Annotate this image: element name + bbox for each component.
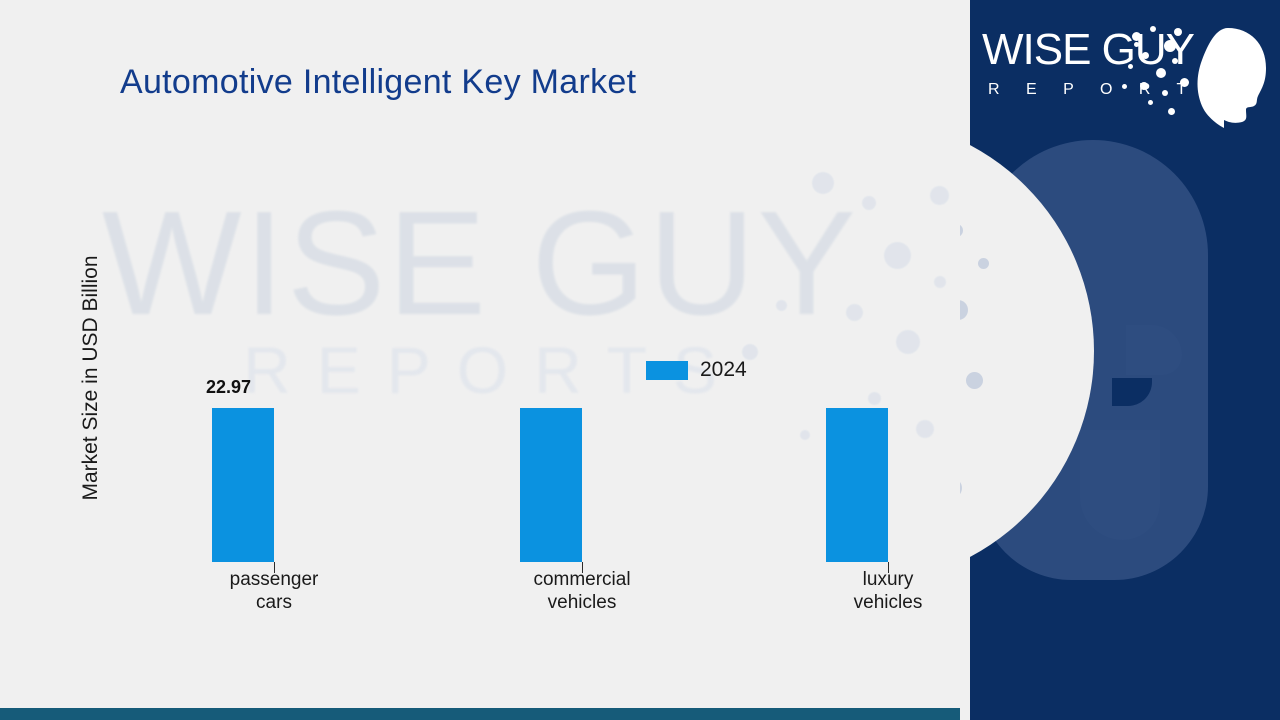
y-axis-title: Market Size in USD Billion: [79, 255, 102, 501]
category-label-1-line2: cars: [256, 592, 292, 614]
bar-group-2: [520, 150, 583, 573]
chart-title: Automotive Intelligent Key Market: [120, 62, 637, 101]
plot-area: 22.97: [110, 150, 940, 573]
category-label-3: luxury vehicles: [798, 568, 960, 614]
x-tick-2: [582, 562, 583, 573]
category-label-3-line1: luxury: [862, 569, 914, 590]
chart-panel: WISE GUY REPORTS Automotive Intelligent …: [0, 62, 960, 720]
x-tick-1: [274, 562, 275, 573]
bar-value-label-1: 22.97: [206, 377, 252, 397]
bar-group-1: 22.97: [206, 150, 275, 573]
bar-group-3: [826, 150, 889, 573]
category-label-3-line2: vehicles: [853, 592, 923, 614]
brain-head-icon: [1122, 24, 1274, 132]
brand-logo-name: WISE GUY: [982, 25, 1195, 74]
legend-swatch-2024: [646, 360, 688, 380]
category-label-2-line2: vehicles: [547, 592, 617, 614]
chart-legend[interactable]: 2024: [646, 358, 747, 382]
category-label-2: commercial vehicles: [492, 568, 672, 614]
category-label-1-line1: passenger: [229, 569, 319, 590]
bar-2[interactable]: [520, 408, 582, 562]
category-label-1: passenger cars: [184, 568, 364, 614]
legend-label-2024: 2024: [700, 358, 747, 381]
brand-panel: WISE GUY R E P O R T S: [960, 0, 1280, 720]
x-tick-3: [888, 562, 889, 573]
bar-3[interactable]: [826, 408, 888, 562]
category-label-2-line1: commercial: [533, 569, 631, 590]
bar-1[interactable]: [212, 408, 274, 562]
brand-logo: WISE GUY R E P O R T S: [982, 25, 1266, 128]
bottom-accent-bar: [0, 708, 960, 720]
